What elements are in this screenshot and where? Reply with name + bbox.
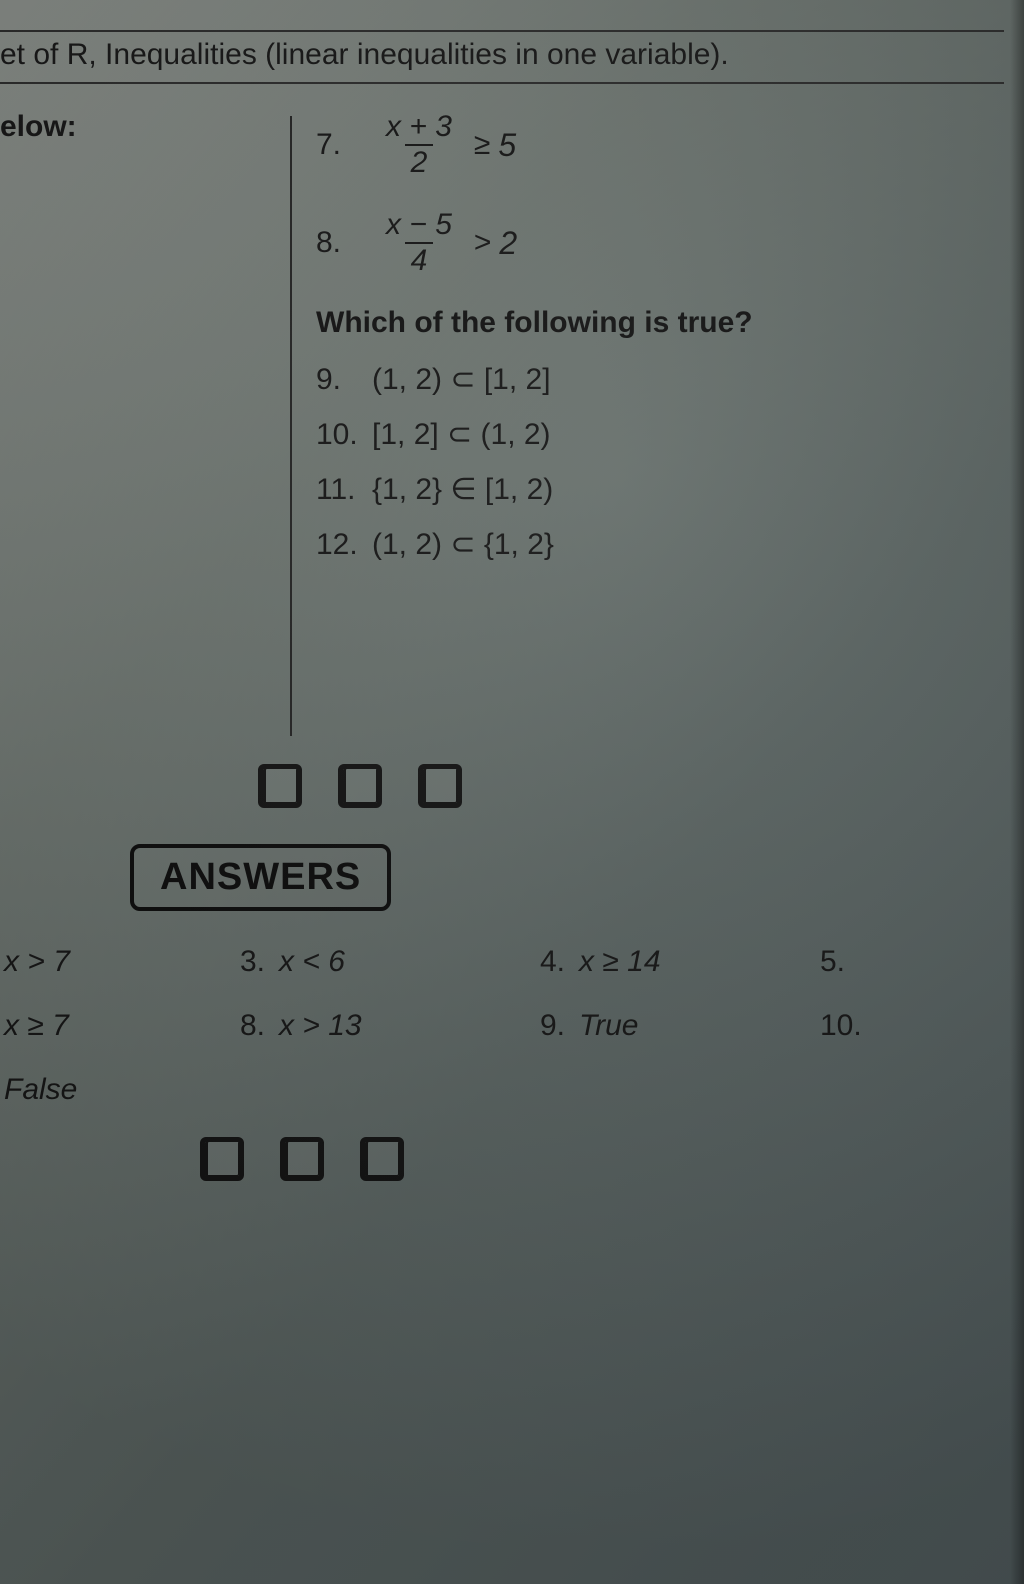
- answer-value: x ≥ 14: [579, 945, 661, 979]
- question-12: 12. (1, 2) ⊂ {1, 2}: [316, 527, 1004, 562]
- two-column-region: elow: 7. x + 3 2 ≥ 5 8. x −: [0, 110, 1004, 736]
- answer-cell: 10.: [820, 1009, 880, 1043]
- square-icon: [338, 764, 382, 808]
- answers-heading: ANSWERS: [130, 844, 391, 911]
- question-number: 10.: [316, 418, 372, 452]
- answer-cell: x > 7: [0, 945, 240, 979]
- answer-cell: x ≥ 7: [0, 1009, 240, 1043]
- answer-cell: 8. x > 13: [240, 1009, 540, 1043]
- rhs: 5: [498, 127, 516, 164]
- answers-row-1: x > 7 3. x < 6 4. x ≥ 14 5.: [0, 945, 1004, 979]
- answer-number: 10.: [820, 1009, 862, 1043]
- answer-cell: 4. x ≥ 14: [540, 945, 820, 979]
- section-divider-boxes: [210, 764, 510, 808]
- question-body: [1, 2] ⊂ (1, 2): [372, 417, 551, 452]
- question-body: {1, 2} ∈ [1, 2): [372, 472, 553, 507]
- question-7: 7. x + 3 2 ≥ 5: [316, 110, 1004, 180]
- question-number: 7.: [316, 128, 372, 162]
- page: et of R, Inequalities (linear inequaliti…: [0, 0, 1024, 1584]
- chapter-title: et of R, Inequalities (linear inequaliti…: [0, 38, 1004, 72]
- question-body: x + 3 2 ≥ 5: [372, 110, 516, 180]
- answer-value: x > 13: [279, 1009, 362, 1043]
- question-number: 8.: [316, 226, 372, 260]
- rule-under-title: [0, 82, 1004, 84]
- question-body: (1, 2) ⊂ [1, 2]: [372, 362, 551, 397]
- question-9: 9. (1, 2) ⊂ [1, 2]: [316, 362, 1004, 397]
- square-icon: [200, 1137, 244, 1181]
- fraction: x − 5 4: [380, 208, 458, 278]
- square-icon: [418, 764, 462, 808]
- answers-row-2: x ≥ 7 8. x > 13 9. True 10.: [0, 1009, 1004, 1043]
- rule-top: [0, 30, 1004, 32]
- question-body: (1, 2) ⊂ {1, 2}: [372, 527, 554, 562]
- left-column: elow:: [0, 110, 290, 144]
- relation-op: >: [474, 226, 492, 260]
- below-label: elow:: [0, 110, 290, 144]
- answer-cell: False: [0, 1073, 240, 1107]
- answer-number: 9.: [540, 1009, 565, 1043]
- answer-number: 5.: [820, 945, 845, 979]
- relation-op: ≥: [474, 128, 490, 162]
- question-number: 9.: [316, 363, 372, 397]
- question-10: 10. [1, 2] ⊂ (1, 2): [316, 417, 1004, 452]
- answer-value: True: [579, 1009, 638, 1043]
- fraction-denominator: 4: [405, 242, 434, 278]
- rhs: 2: [499, 225, 517, 262]
- fraction-numerator: x − 5: [380, 208, 458, 242]
- fraction-numerator: x + 3: [380, 110, 458, 144]
- answer-cell: 3. x < 6: [240, 945, 540, 979]
- question-number: 11.: [316, 473, 372, 507]
- fraction-denominator: 2: [405, 144, 434, 180]
- answer-number: 4.: [540, 945, 565, 979]
- answer-value: x > 7: [4, 945, 70, 979]
- question-8: 8. x − 5 4 > 2: [316, 208, 1004, 278]
- square-icon: [360, 1137, 404, 1181]
- square-icon: [258, 764, 302, 808]
- fraction: x + 3 2: [380, 110, 458, 180]
- question-11: 11. {1, 2} ∈ [1, 2): [316, 472, 1004, 507]
- answer-cell: 5.: [820, 945, 880, 979]
- answers-row-3: False: [0, 1073, 1004, 1107]
- right-column: 7. x + 3 2 ≥ 5 8. x − 5 4 >: [292, 110, 1004, 582]
- answer-number: 8.: [240, 1009, 265, 1043]
- question-number: 12.: [316, 528, 372, 562]
- section-divider-boxes: [200, 1137, 500, 1181]
- answer-value: x ≥ 7: [4, 1009, 69, 1043]
- answers-grid: x > 7 3. x < 6 4. x ≥ 14 5. x ≥ 7 8. x >…: [0, 945, 1004, 1107]
- page-edge-shadow: [1010, 0, 1024, 1584]
- answer-number: 3.: [240, 945, 265, 979]
- square-icon: [280, 1137, 324, 1181]
- answer-value: False: [4, 1073, 77, 1107]
- answer-value: x < 6: [279, 945, 345, 979]
- answer-cell: 9. True: [540, 1009, 820, 1043]
- which-heading: Which of the following is true?: [316, 306, 1004, 340]
- question-body: x − 5 4 > 2: [372, 208, 517, 278]
